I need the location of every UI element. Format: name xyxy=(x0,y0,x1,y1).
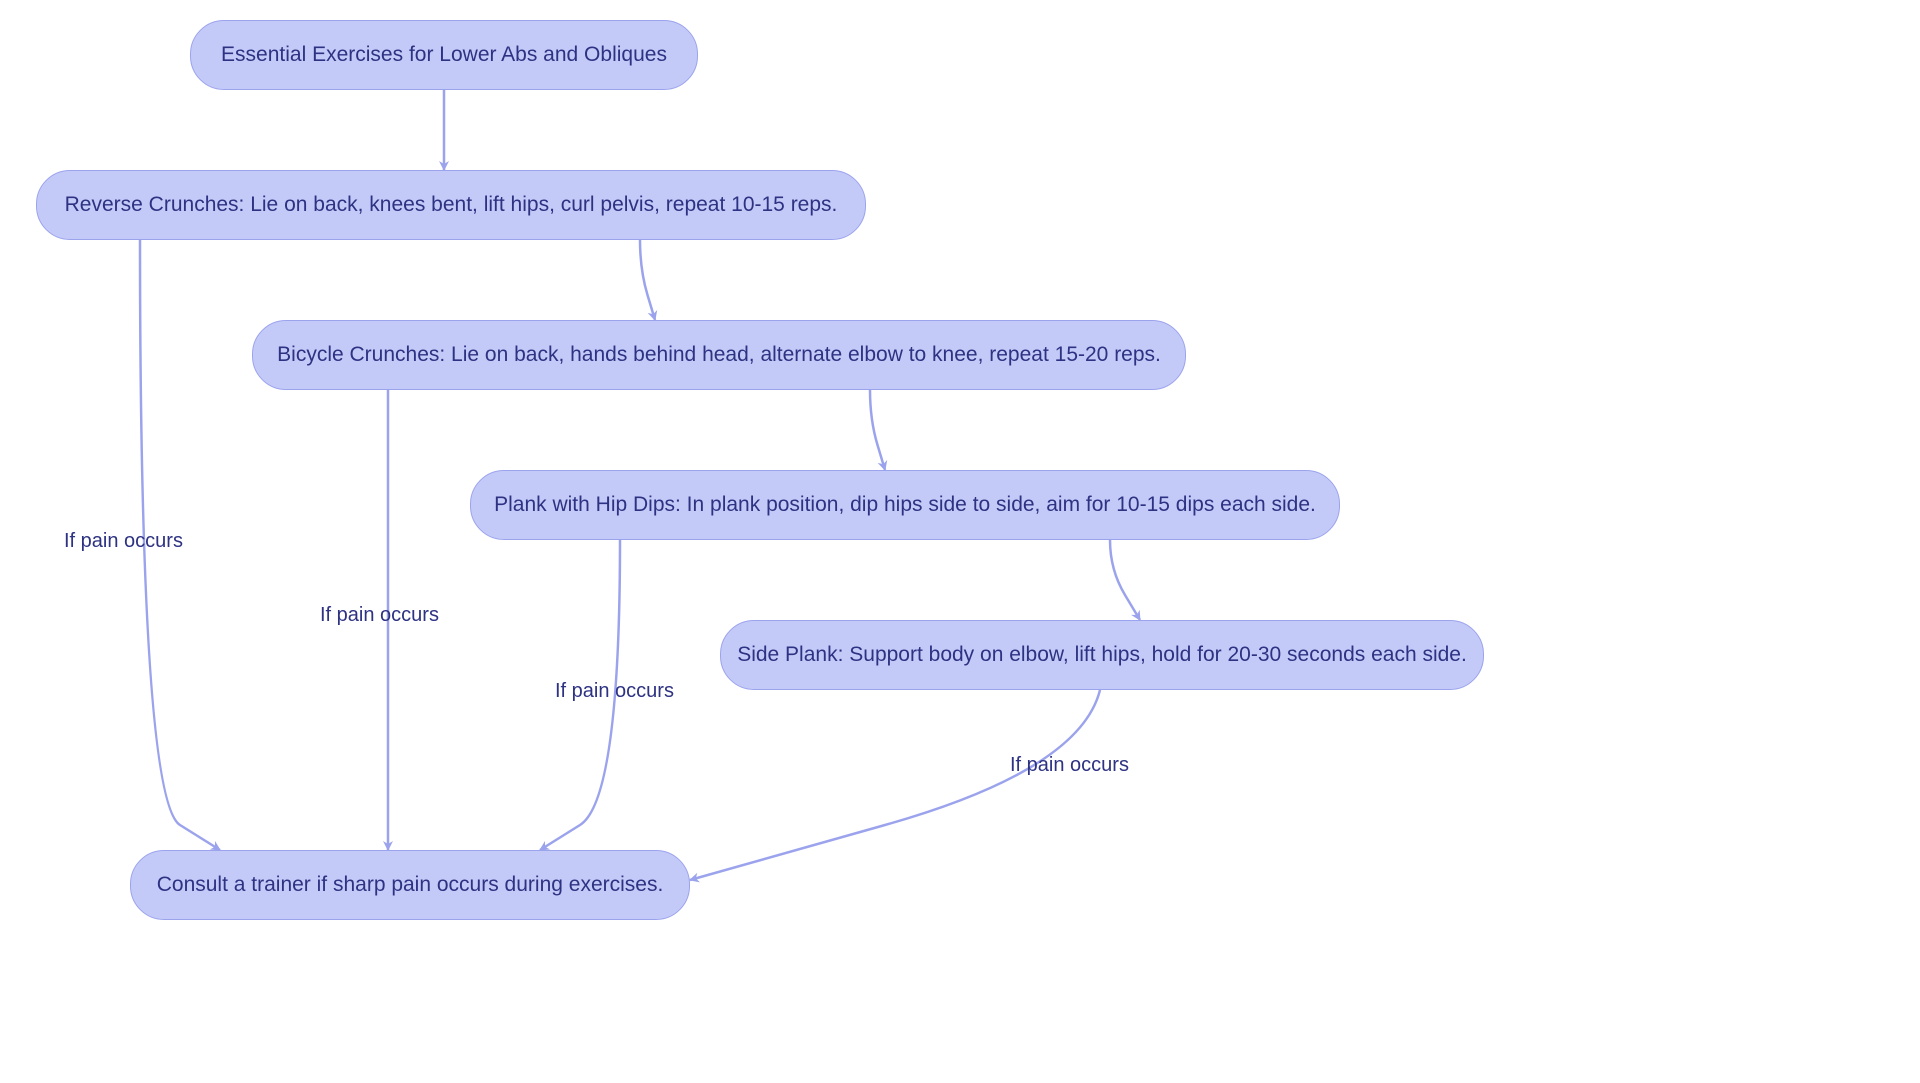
flowchart-edge xyxy=(870,390,885,470)
flowchart-edge-label: If pain occurs xyxy=(555,680,674,703)
flowchart-node-label: Consult a trainer if sharp pain occurs d… xyxy=(157,873,664,897)
flowchart-edges xyxy=(0,0,1920,1083)
flowchart-edge-label: If pain occurs xyxy=(1010,754,1129,777)
flowchart-edge-label: If pain occurs xyxy=(320,604,439,627)
flowchart-node-label: Plank with Hip Dips: In plank position, … xyxy=(494,493,1316,517)
flowchart-node-label: Essential Exercises for Lower Abs and Ob… xyxy=(221,43,667,67)
flowchart-edge xyxy=(640,240,655,320)
flowchart-node-consult: Consult a trainer if sharp pain occurs d… xyxy=(130,850,690,920)
flowchart-node-label: Bicycle Crunches: Lie on back, hands beh… xyxy=(277,343,1161,367)
flowchart-edge xyxy=(690,690,1100,880)
flowchart-edge xyxy=(1110,540,1140,620)
flowchart-edge-label: If pain occurs xyxy=(64,530,183,553)
flowchart-node-side: Side Plank: Support body on elbow, lift … xyxy=(720,620,1484,690)
flowchart-node-reverse: Reverse Crunches: Lie on back, knees ben… xyxy=(36,170,866,240)
flowchart-node-bicycle: Bicycle Crunches: Lie on back, hands beh… xyxy=(252,320,1186,390)
flowchart-node-plank: Plank with Hip Dips: In plank position, … xyxy=(470,470,1340,540)
flowchart-node-title: Essential Exercises for Lower Abs and Ob… xyxy=(190,20,698,90)
flowchart-node-label: Reverse Crunches: Lie on back, knees ben… xyxy=(65,193,838,217)
flowchart-node-label: Side Plank: Support body on elbow, lift … xyxy=(737,643,1467,667)
